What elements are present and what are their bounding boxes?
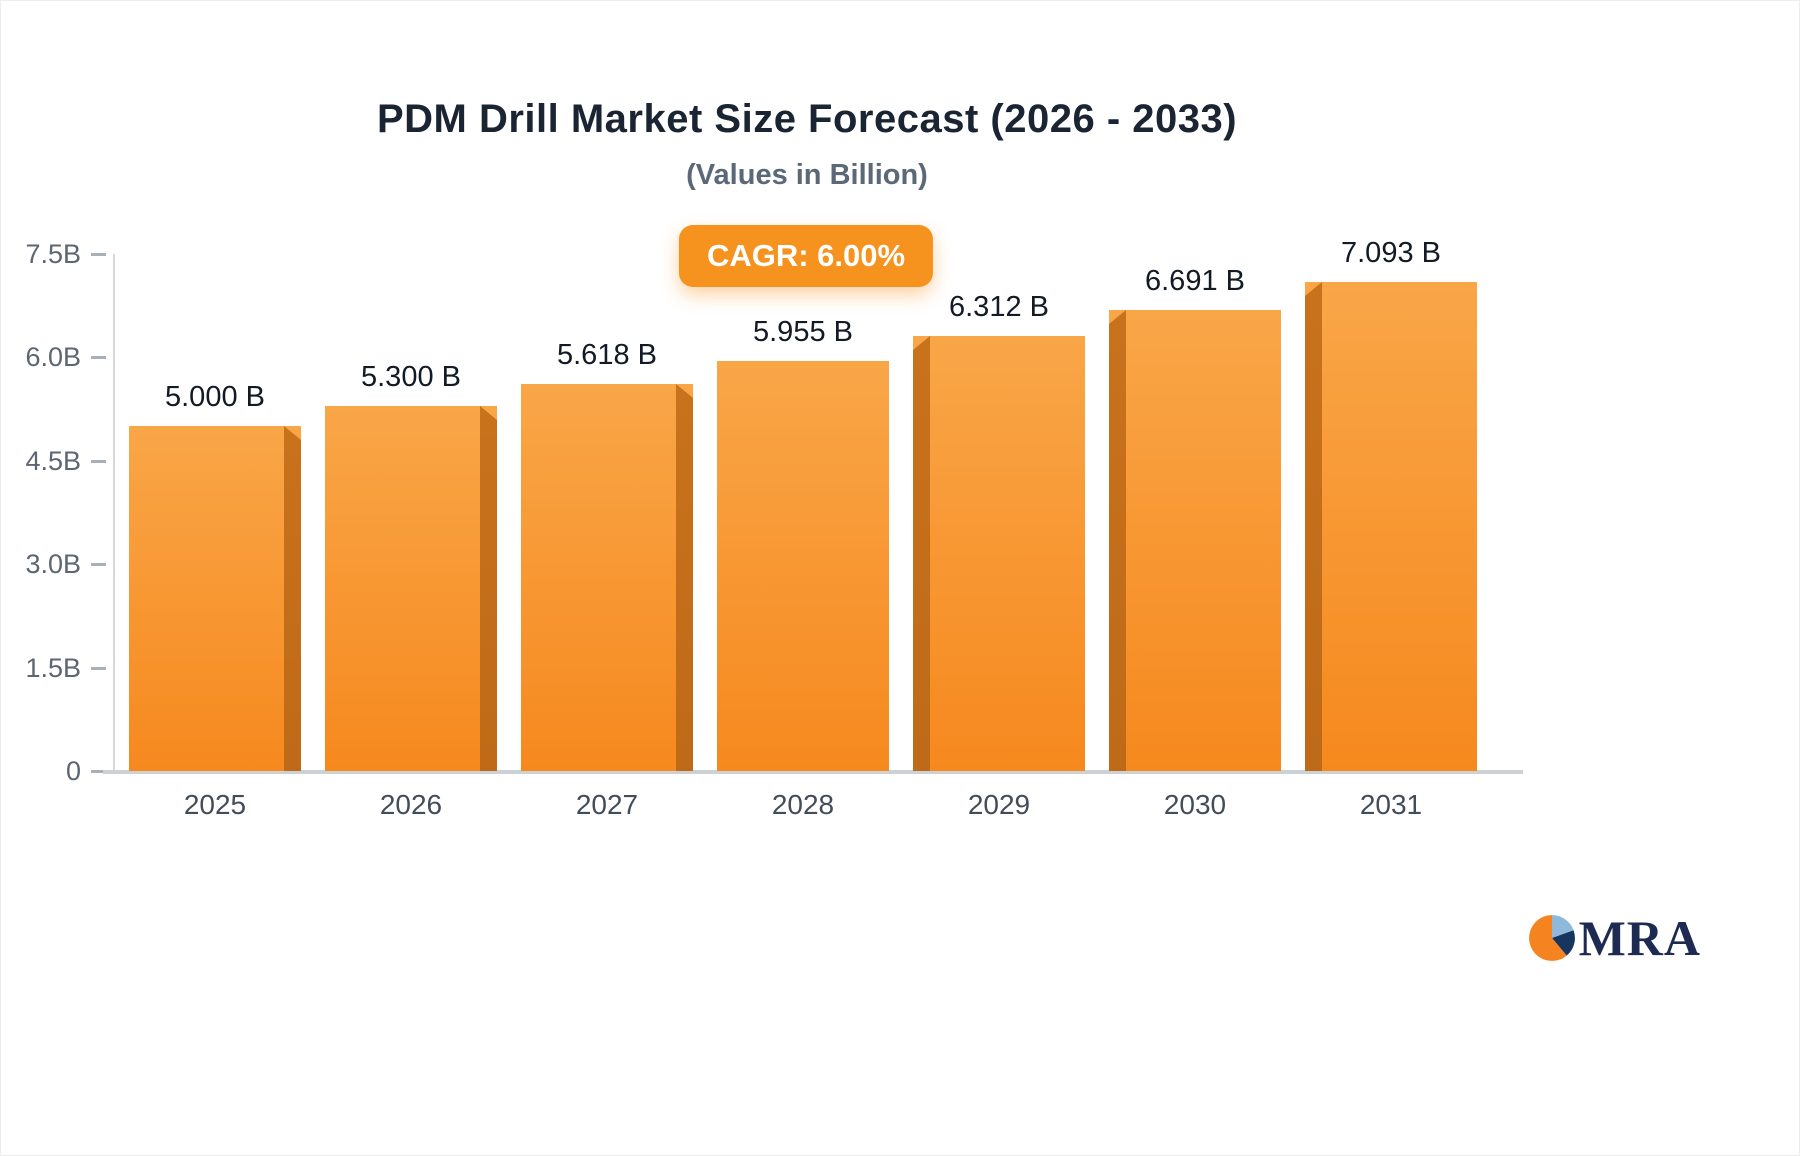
x-axis-label: 2027	[575, 789, 639, 820]
y-axis: 7.5B 6.0B 4.5B 3.0B 1.5B 0	[1, 239, 109, 786]
bar-side-face	[1109, 310, 1126, 771]
y-tick-dash	[91, 666, 106, 670]
brand-logo: MRA	[1527, 913, 1701, 963]
y-tick-label: 4.5B	[25, 445, 81, 476]
bar	[521, 384, 693, 771]
y-tick-label: 1.5B	[25, 652, 81, 683]
bar-side-face	[284, 426, 301, 771]
x-axis-label: 2026	[379, 789, 443, 820]
x-axis-label: 2030	[1163, 789, 1227, 820]
x-axis-label: 2029	[967, 789, 1031, 820]
bar-value-label: 5.618 B	[557, 339, 657, 371]
bar-group: 6.691 B 2030	[1109, 254, 1281, 820]
bar-group: 5.300 B 2026	[325, 254, 497, 820]
bar	[1109, 310, 1281, 771]
x-axis-label: 2025	[183, 789, 247, 820]
y-tick-dash	[91, 356, 106, 360]
bar-group: 5.618 B 2027	[521, 254, 693, 820]
x-axis-baseline	[103, 770, 1523, 774]
bar-value-label: 6.691 B	[1145, 265, 1245, 297]
bar-value-label: 5.300 B	[361, 361, 461, 393]
bar-group: 6.312 B 2029	[913, 254, 1085, 820]
y-tick-dash	[91, 253, 106, 256]
y-tick-label: 7.5B	[25, 239, 81, 269]
y-tick-label: 3.0B	[25, 549, 81, 580]
bar-value-label: 5.955 B	[753, 316, 853, 348]
y-tick-dash	[91, 770, 106, 773]
bar-side-face	[1305, 282, 1322, 771]
bar	[913, 336, 1085, 771]
y-axis-line	[113, 254, 115, 772]
y-tick-dash	[91, 459, 106, 463]
logo-text: MRA	[1578, 910, 1701, 966]
bar-value-label: 7.093 B	[1341, 237, 1441, 269]
y-tick-dash	[91, 563, 106, 567]
bar-side-face	[480, 406, 497, 771]
bar-value-label: 6.312 B	[949, 291, 1049, 323]
chart-title: PDM Drill Market Size Forecast (2026 - 2…	[376, 97, 1238, 141]
bar-side-face	[676, 384, 693, 771]
y-tick-label: 0	[65, 756, 81, 786]
x-axis-label: 2028	[771, 789, 835, 820]
bar-group: 5.955 B 2028	[717, 254, 889, 820]
bar	[717, 361, 889, 771]
logo-pie-icon	[1528, 915, 1575, 961]
bar-group: 5.000 B 2025	[129, 254, 301, 820]
bar-value-label: 5.000 B	[165, 381, 265, 413]
bar	[129, 426, 301, 771]
cagr-badge: CAGR: 6.00%	[678, 225, 934, 287]
bar	[1305, 282, 1477, 771]
x-axis-label: 2031	[1359, 789, 1423, 820]
chart-subtitle: (Values in Billion)	[686, 159, 928, 191]
bar-side-face	[913, 336, 930, 771]
y-tick-label: 6.0B	[25, 342, 81, 373]
bar	[325, 406, 497, 771]
bar-group: 7.093 B 2031	[1305, 237, 1477, 820]
plot-area: 5.000 B 2025 5.300 B 2026 5.618 B 2027 5.955 B…	[129, 237, 1477, 820]
